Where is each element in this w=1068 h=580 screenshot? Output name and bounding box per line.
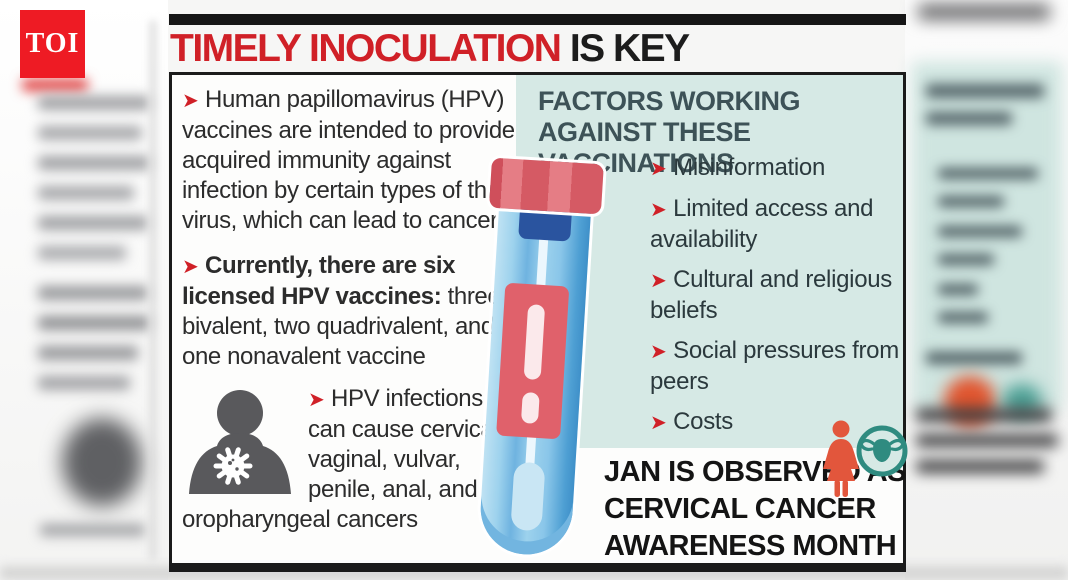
bullet-text: HPV infections can cause cervical, vagin… [182,385,505,533]
factor-item-social-pressure: ➤ Social pressures from peers [650,336,908,397]
factors-heading: FACTORS WORKING AGAINST THESE VACCINATIO… [538,86,801,178]
factor-text: Cultural and religious beliefs [650,266,892,324]
blurred-text-line [938,226,1022,237]
blurred-text-line [926,84,1044,98]
top-black-bar [169,14,906,25]
label-mark-dot [520,391,540,424]
infographic-box: ➤ Human papillomavirus (HPV) vaccines ar… [169,72,908,572]
blurred-text-line [938,312,988,323]
cervical-cancer-awareness-icon [820,419,912,499]
blurred-text-line [38,216,148,230]
blurred-text-line [938,168,1038,179]
blurred-text-line [938,284,978,295]
arrow-bullet-icon: ➤ [182,256,199,278]
blurred-text-line [916,460,1044,473]
arrow-bullet-icon: ➤ [650,199,667,221]
blurred-photo-blob [62,418,142,506]
blurred-text-line [38,346,138,360]
blurred-newspaper-right [905,0,1068,580]
blurred-text-line [926,352,1022,364]
toi-logo: TOI [20,10,85,78]
blurred-text-line [38,186,134,200]
bullet-hpv-infections: ➤ HPV infections can cause cervical, vag… [182,384,523,535]
blurred-text-line [38,376,130,390]
blurred-red-bar [22,79,88,91]
arrow-bullet-icon: ➤ [650,270,667,292]
vaccine-facts-column: ➤ Human papillomavirus (HPV) vaccines ar… [182,79,523,535]
swab-cotton-tip [510,461,546,532]
arrow-bullet-icon: ➤ [182,90,199,112]
arrow-bullet-icon: ➤ [650,412,667,434]
factors-list: ➤ Misinformation ➤ Limited access and av… [650,153,908,448]
bullet-bold-text: Currently, there are six licensed HPV va… [182,252,456,310]
blurred-text-line [926,112,1012,125]
person-with-hpv-virus-icon [184,388,302,494]
infographic: TIMELY INOCULATION IS KEY ➤ Human papill… [168,8,908,574]
title-highlight: TIMELY INOCULATION [170,27,562,70]
factor-item-costs: ➤ Costs [650,407,908,438]
swab-test-tube-illustration [468,157,604,564]
factor-item-misinformation: ➤ Misinformation [650,153,908,184]
factor-text: Social pressures from peers [650,337,899,395]
blurred-text-line [916,408,1052,422]
toi-logo-text: TOI [25,28,80,59]
label-mark-bar [523,304,546,381]
blurred-text-line [38,286,148,300]
blurred-text-line [938,254,994,265]
arrow-bullet-icon: ➤ [650,341,667,363]
infographic-title: TIMELY INOCULATION IS KEY [170,27,690,71]
bullet-hpv-vaccines: ➤ Human papillomavirus (HPV) vaccines ar… [182,85,523,236]
blurred-text-line [916,434,1058,447]
factor-item-cultural-beliefs: ➤ Cultural and religious beliefs [650,265,908,326]
factor-item-limited-access: ➤ Limited access and availability [650,194,908,255]
bullet-licensed-vaccines: ➤ Currently, there are six licensed HPV … [182,251,523,372]
arrow-bullet-icon: ➤ [308,389,325,411]
blurred-text-line [38,96,150,110]
blurred-text-line [38,316,150,330]
bullet-text: Human papillomavirus (HPV) vaccines are … [182,86,515,234]
blurred-text-line [938,196,1004,207]
arrow-bullet-icon: ➤ [650,158,667,180]
factor-text: Costs [673,408,733,435]
blurred-text-line [38,126,142,140]
test-tube-label [496,282,570,440]
test-tube-cap [489,157,604,215]
blurred-newspaper-left [0,0,168,580]
blurred-text-line [38,156,150,170]
bullet-text: three bivalent, two quadrivalent, and on… [182,283,501,370]
awareness-month-note: JAN IS OBSERVED AS CERVICAL CANCER AWARE… [604,456,907,562]
woman-figure-icon [823,420,859,497]
blurred-text-line [918,4,1050,20]
factor-text: Limited access and availability [650,195,874,253]
blurred-text-line [40,524,145,536]
title-rest: IS KEY [569,27,690,70]
factor-text: Misinformation [673,154,825,181]
blurred-text-line [38,246,126,260]
blurred-page-edge [150,20,156,560]
